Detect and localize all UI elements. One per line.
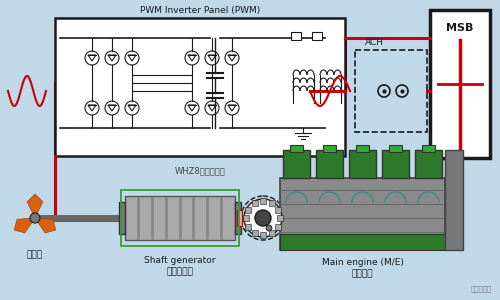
Bar (284, 150, 310, 178)
Bar (316, 150, 342, 178)
Bar (356, 145, 369, 152)
Bar (260, 198, 266, 204)
Bar (280, 178, 445, 250)
Bar (274, 224, 280, 230)
Text: WHZ8轴发控制箱: WHZ8轴发控制箱 (174, 166, 226, 175)
Bar (430, 10, 490, 158)
Text: Shaft generator
同步发电机: Shaft generator 同步发电机 (144, 256, 216, 277)
Bar (280, 234, 445, 250)
Text: Main engine (M/E)
主柴油机: Main engine (M/E) 主柴油机 (322, 258, 404, 279)
Polygon shape (35, 218, 56, 233)
Bar (422, 145, 435, 152)
Bar (416, 150, 442, 178)
Circle shape (30, 213, 40, 223)
Bar (55, 18, 345, 156)
Bar (235, 202, 241, 234)
Bar (119, 202, 125, 234)
Bar (237, 210, 242, 226)
Text: PWM Inverter Panel (PWM): PWM Inverter Panel (PWM) (140, 6, 260, 15)
Text: MSB: MSB (446, 23, 473, 33)
Bar (355, 50, 427, 132)
Bar (252, 230, 258, 236)
Bar (277, 215, 283, 221)
Bar (445, 150, 463, 250)
Bar (260, 232, 266, 238)
Bar (268, 200, 274, 206)
Bar (291, 32, 301, 40)
Text: 图解船舶网: 图解船舶网 (471, 285, 492, 292)
Circle shape (255, 210, 271, 226)
Bar (252, 200, 258, 206)
Bar (290, 145, 303, 152)
Circle shape (266, 225, 272, 231)
Bar (389, 145, 402, 152)
Text: ACH: ACH (365, 38, 384, 47)
Bar (274, 206, 280, 212)
Bar (121, 190, 239, 246)
Bar (382, 150, 408, 178)
Bar (125, 196, 235, 240)
Bar (246, 206, 252, 212)
Bar (350, 150, 376, 178)
Polygon shape (27, 194, 43, 218)
Bar (246, 224, 252, 230)
Bar (268, 230, 274, 236)
Bar (243, 215, 249, 221)
Circle shape (244, 199, 282, 237)
Polygon shape (14, 218, 35, 233)
Text: 螺旋桨: 螺旋桨 (27, 250, 43, 259)
Bar (323, 145, 336, 152)
Bar (312, 32, 322, 40)
